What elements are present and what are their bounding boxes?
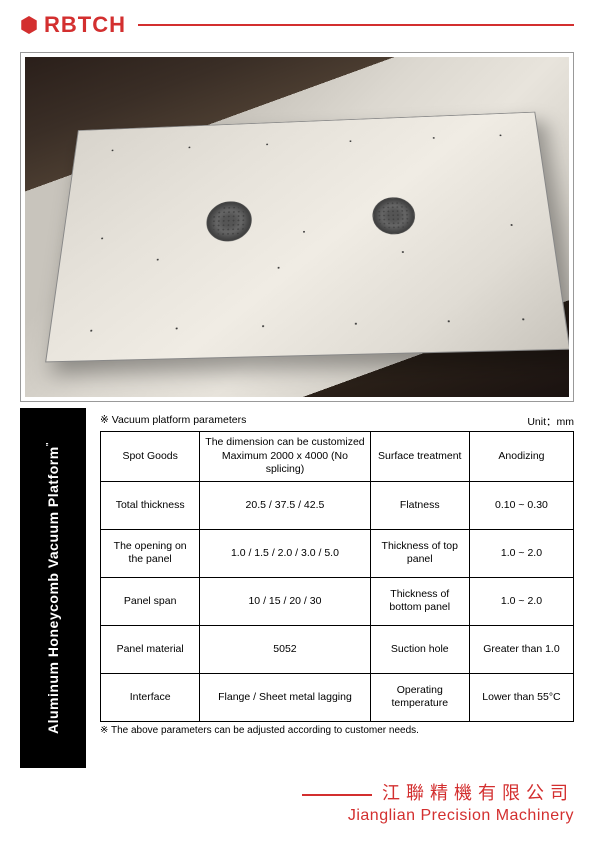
table-cell: 0.10 ~ 0.30 [469, 481, 573, 529]
table-cell: Panel span [101, 577, 200, 625]
content-row: Aluminum Honeycomb Vacuum Platform" ※ Va… [0, 408, 594, 768]
company-name-cn: 江聯精機有限公司 [382, 783, 574, 803]
sidebar: Aluminum Honeycomb Vacuum Platform" [20, 408, 86, 768]
table-row: Panel span10 / 15 / 20 / 30Thickness of … [101, 577, 574, 625]
table-header-row: ※ Vacuum platform parameters Unit：mm [100, 414, 574, 429]
table-cell: Flange / Sheet metal lagging [200, 673, 370, 721]
header-divider [138, 24, 574, 26]
table-cell: Spot Goods [101, 432, 200, 482]
table-cell: Thickness of bottom panel [370, 577, 469, 625]
table-row: The opening on the panel1.0 / 1.5 / 2.0 … [101, 529, 574, 577]
hex-icon [20, 16, 38, 34]
table-cell: 20.5 / 37.5 / 42.5 [200, 481, 370, 529]
table-row: Panel material5052Suction holeGreater th… [101, 625, 574, 673]
table-cell: Suction hole [370, 625, 469, 673]
vent-hole-icon [371, 196, 415, 234]
product-photo [25, 57, 569, 397]
table-cell: Greater than 1.0 [469, 625, 573, 673]
table-row: Total thickness20.5 / 37.5 / 42.5Flatnes… [101, 481, 574, 529]
brand-logo: RBTCH [20, 12, 126, 38]
spec-table-section: ※ Vacuum platform parameters Unit：mm Spo… [86, 408, 594, 768]
aluminum-plate [45, 112, 569, 363]
table-row: Spot GoodsThe dimension can be customize… [101, 432, 574, 482]
brand-name: RBTCH [44, 12, 126, 38]
sidebar-title: Aluminum Honeycomb Vacuum Platform" [45, 442, 61, 734]
table-cell: 1.0 ~ 2.0 [469, 529, 573, 577]
table-cell: Thickness of top panel [370, 529, 469, 577]
table-cell: Lower than 55°C [469, 673, 573, 721]
table-cell: 5052 [200, 625, 370, 673]
table-row: InterfaceFlange / Sheet metal laggingOpe… [101, 673, 574, 721]
table-cell: The opening on the panel [101, 529, 200, 577]
table-cell: 1.0 / 1.5 / 2.0 / 3.0 / 5.0 [200, 529, 370, 577]
footer-cn-row: 江聯精機有限公司 [302, 779, 574, 805]
product-photo-frame [20, 52, 574, 402]
table-cell: Interface [101, 673, 200, 721]
table-cell: 1.0 ~ 2.0 [469, 577, 573, 625]
table-cell: Total thickness [101, 481, 200, 529]
spec-table: Spot GoodsThe dimension can be customize… [100, 431, 574, 722]
table-footnote: ※ The above parameters can be adjusted a… [100, 725, 574, 736]
footer: 江聯精機有限公司 Jianglian Precision Machinery [302, 779, 574, 825]
table-unit: Unit：mm [527, 414, 574, 429]
vent-hole-icon [205, 200, 252, 241]
table-cell: The dimension can be customized Maximum … [200, 432, 370, 482]
table-heading: ※ Vacuum platform parameters [100, 414, 246, 429]
header: RBTCH [0, 0, 594, 46]
footer-divider [302, 794, 372, 796]
table-cell: Surface treatment [370, 432, 469, 482]
company-name-en: Jianglian Precision Machinery [302, 807, 574, 825]
table-cell: Anodizing [469, 432, 573, 482]
table-cell: Operating temperature [370, 673, 469, 721]
table-cell: 10 / 15 / 20 / 30 [200, 577, 370, 625]
table-cell: Panel material [101, 625, 200, 673]
table-cell: Flatness [370, 481, 469, 529]
